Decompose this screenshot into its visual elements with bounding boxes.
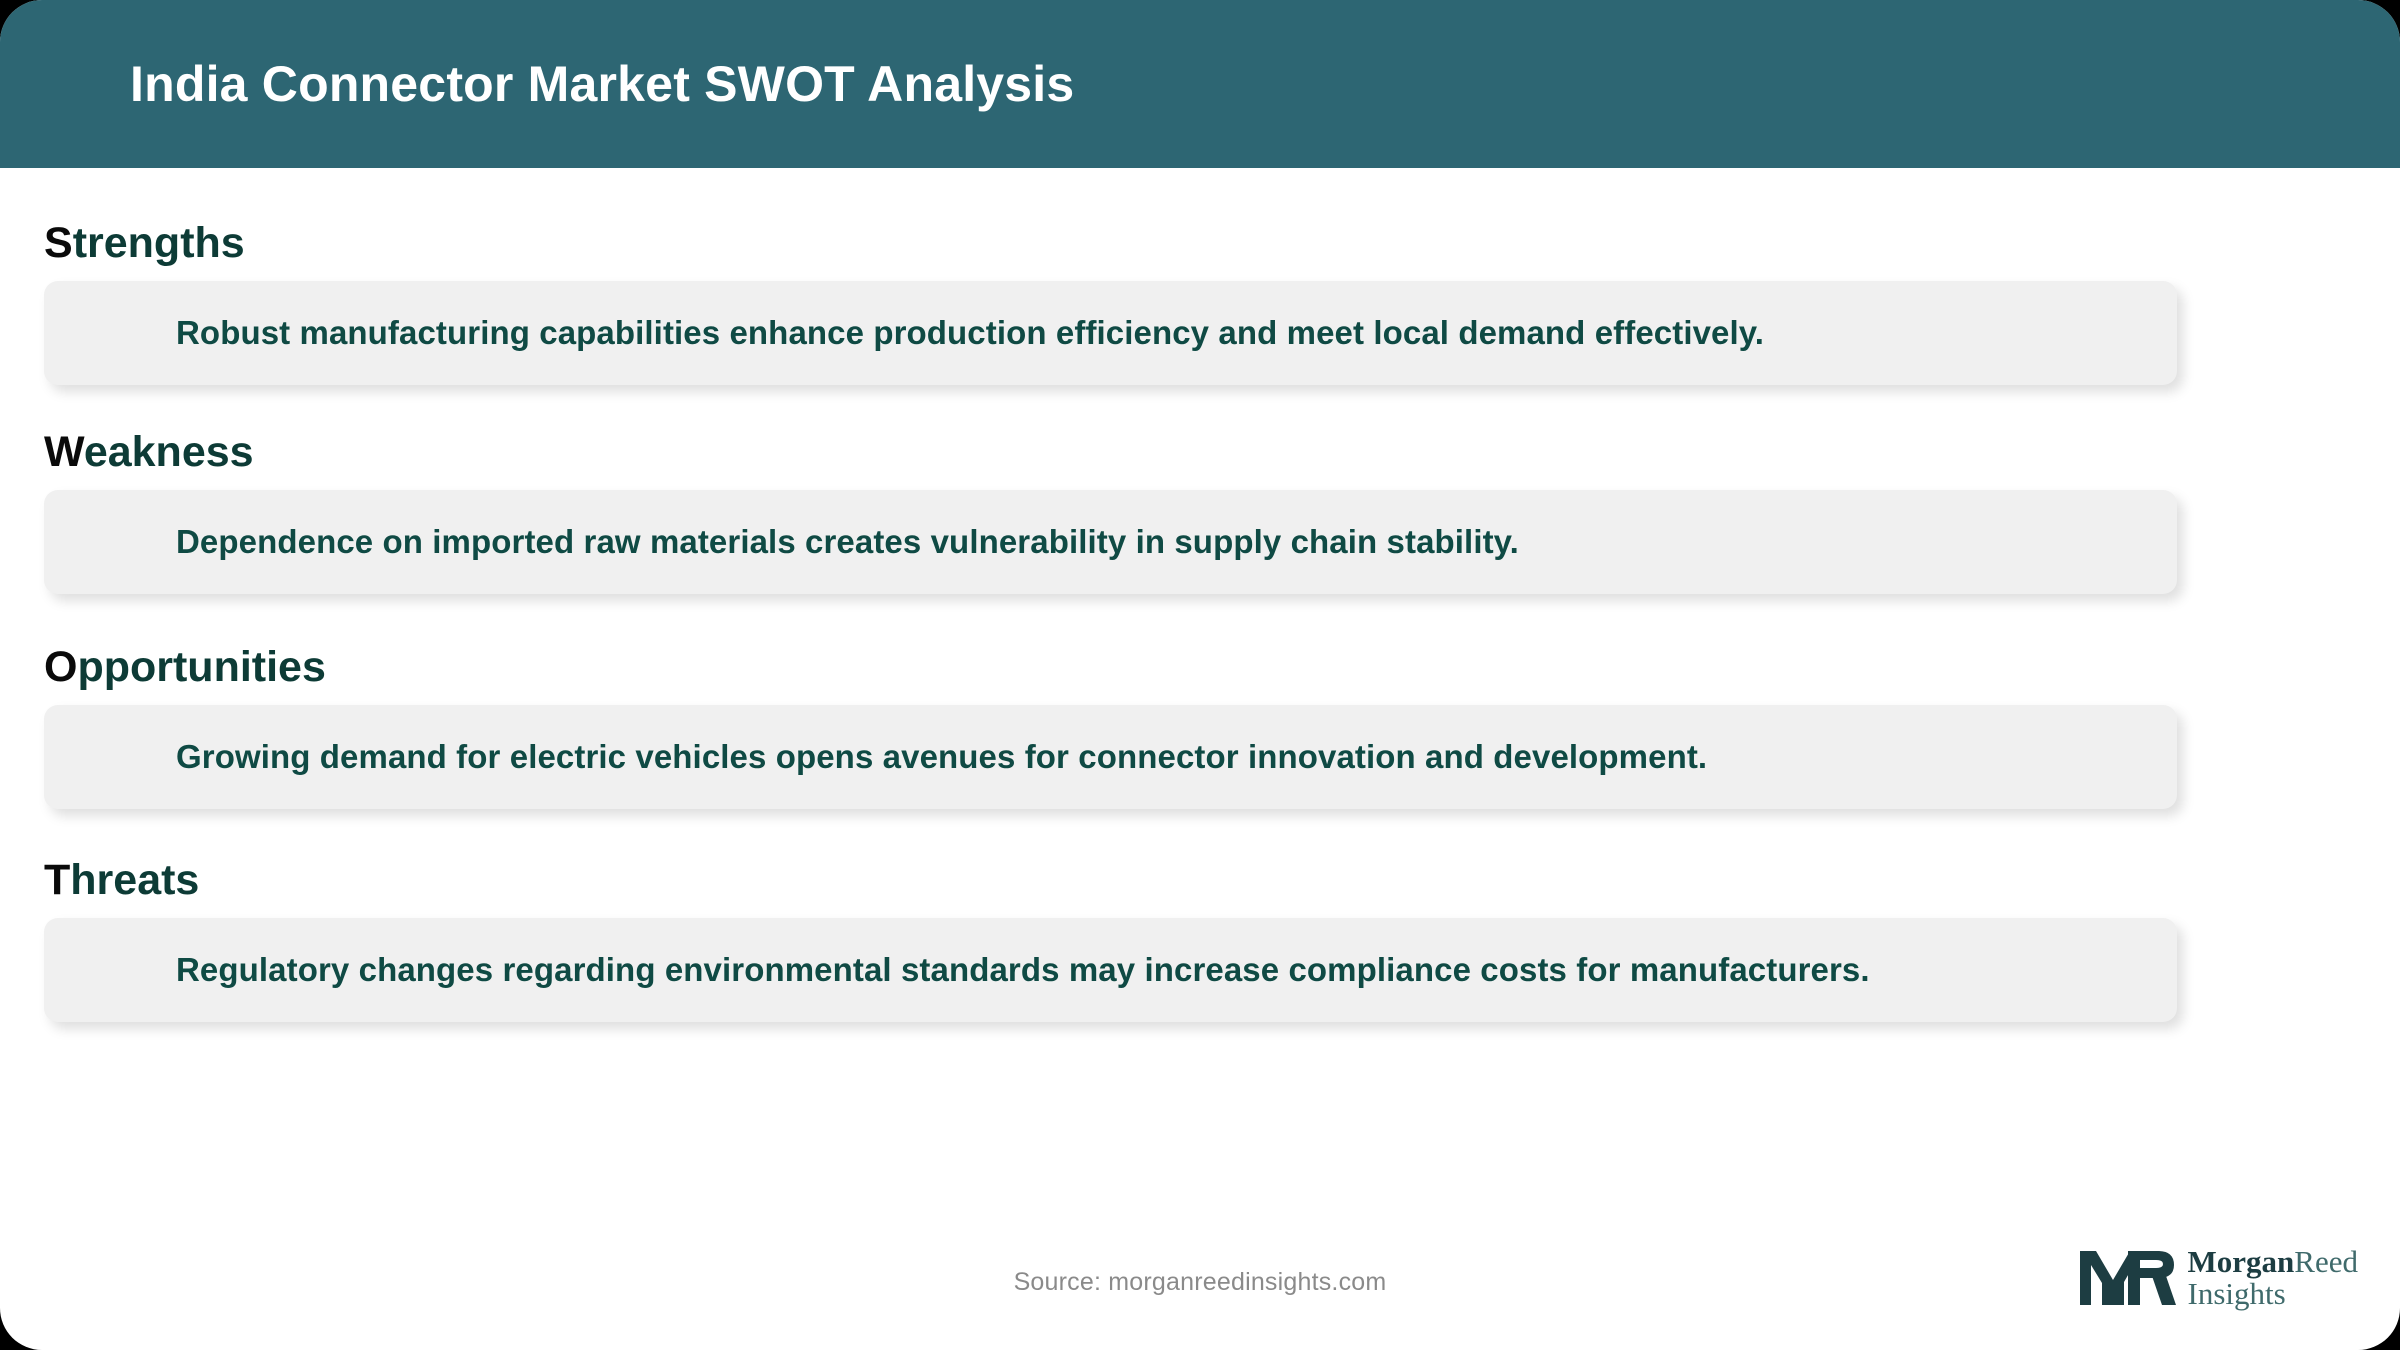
section-heading-strengths: Strengths	[44, 222, 2400, 265]
swot-section-weakness: Weakness Dependence on imported raw mate…	[0, 431, 2400, 594]
section-heading-lead-letter: T	[44, 856, 71, 904]
section-heading-opportunities: Opportunities	[44, 646, 2400, 689]
logo-wordmark: MorganReed Insights	[2188, 1246, 2358, 1309]
source-attribution: Source: morganreedinsights.com	[1013, 1268, 1387, 1296]
swot-sections: Strengths Robust manufacturing capabilit…	[0, 168, 2400, 1022]
footer: Source: morganreedinsights.com	[0, 1230, 2400, 1350]
section-heading-lead-letter: O	[44, 643, 78, 691]
section-heading-rest: eakness	[83, 428, 254, 476]
section-card-threats: Regulatory changes regarding environment…	[44, 918, 2177, 1022]
section-body-text: Regulatory changes regarding environment…	[176, 950, 1870, 988]
logo-word-insights: Insights	[2187, 1275, 2286, 1311]
logo-word-morgan: Morgan	[2187, 1244, 2295, 1279]
section-card-weakness: Dependence on imported raw materials cre…	[44, 490, 2177, 594]
section-heading-lead-letter: W	[44, 428, 84, 476]
page-title: India Connector Market SWOT Analysis	[130, 56, 1075, 112]
section-heading-threats: Threats	[44, 859, 2400, 902]
mr-monogram-icon	[2079, 1250, 2176, 1305]
swot-section-opportunities: Opportunities Growing demand for electri…	[0, 646, 2400, 809]
section-heading-rest: pportunities	[77, 643, 326, 691]
section-card-opportunities: Growing demand for electric vehicles ope…	[44, 705, 2177, 809]
section-heading-weakness: Weakness	[44, 431, 2400, 474]
logo-line-primary: MorganReed	[2188, 1246, 2358, 1278]
header-band: India Connector Market SWOT Analysis	[0, 0, 2400, 168]
brand-logo: MorganReed Insights	[2079, 1246, 2358, 1309]
section-heading-rest: hreats	[70, 856, 200, 904]
logo-word-reed: Reed	[2294, 1244, 2358, 1279]
section-body-text: Growing demand for electric vehicles ope…	[176, 737, 1708, 775]
section-body-text: Dependence on imported raw materials cre…	[176, 522, 1519, 560]
section-heading-rest: trengths	[72, 219, 245, 267]
swot-section-threats: Threats Regulatory changes regarding env…	[0, 859, 2400, 1022]
section-body-text: Robust manufacturing capabilities enhanc…	[176, 313, 1765, 351]
section-heading-lead-letter: S	[44, 219, 73, 267]
section-card-strengths: Robust manufacturing capabilities enhanc…	[44, 281, 2177, 385]
swot-section-strengths: Strengths Robust manufacturing capabilit…	[0, 222, 2400, 385]
